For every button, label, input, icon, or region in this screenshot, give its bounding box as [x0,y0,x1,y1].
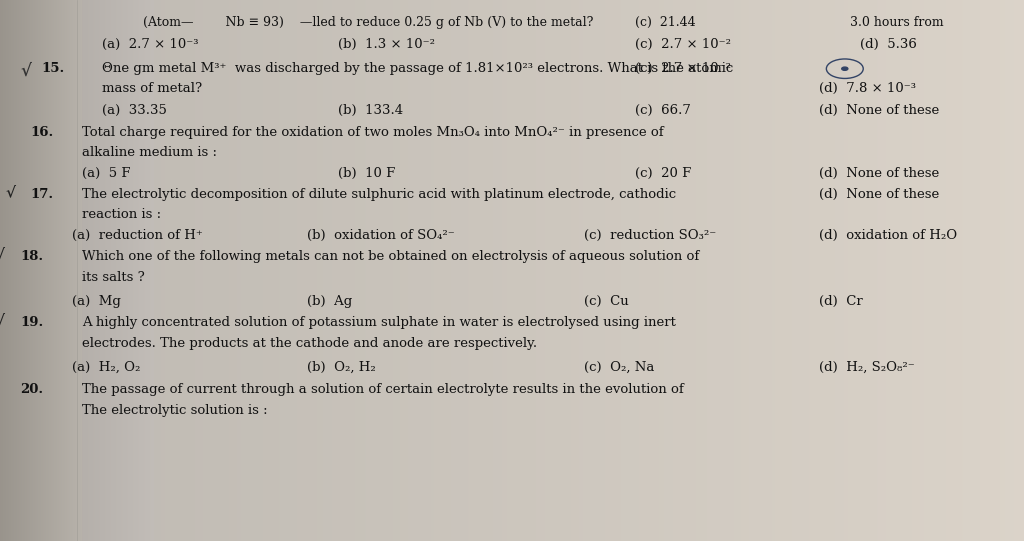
Text: The passage of current through a solution of certain electrolyte results in the : The passage of current through a solutio… [82,383,684,396]
Text: 20.: 20. [20,383,44,396]
Text: (Atom—        Nb ≡ 93)    —lled to reduce 0.25 g of Nb (V) to the metal?: (Atom— Nb ≡ 93) —lled to reduce 0.25 g o… [143,16,594,29]
Text: (c)  21.44: (c) 21.44 [635,16,695,29]
Text: √: √ [5,185,15,199]
Text: Which one of the following metals can not be obtained on electrolysis of aqueous: Which one of the following metals can no… [82,250,699,263]
Text: 19.: 19. [20,316,44,329]
Text: (c)  O₂, Na: (c) O₂, Na [584,361,654,374]
Text: (b)  Ag: (b) Ag [307,295,352,308]
Text: (a)  33.35: (a) 33.35 [102,104,167,117]
Text: (c)  20 F: (c) 20 F [635,167,691,180]
Text: A highly concentrated solution of potassium sulphate in water is electrolysed us: A highly concentrated solution of potass… [82,316,676,329]
Text: (d)  None of these: (d) None of these [819,104,939,117]
Text: (d)  oxidation of H₂O: (d) oxidation of H₂O [819,229,957,242]
Text: (b)  1.3 × 10⁻²: (b) 1.3 × 10⁻² [338,38,435,51]
Text: √: √ [0,248,5,262]
Circle shape [842,67,848,70]
Text: 15.: 15. [41,62,65,75]
Text: (a)  reduction of H⁺: (a) reduction of H⁺ [72,229,203,242]
Text: (c)  2.7 × 10⁻²: (c) 2.7 × 10⁻² [635,62,731,75]
Text: alkaline medium is :: alkaline medium is : [82,146,217,159]
Text: 18.: 18. [20,250,44,263]
Text: √: √ [20,62,32,79]
Text: (b)  oxidation of SO₄²⁻: (b) oxidation of SO₄²⁻ [307,229,455,242]
Text: 17.: 17. [31,188,54,201]
Text: its salts ?: its salts ? [82,271,144,284]
Text: (b)  O₂, H₂: (b) O₂, H₂ [307,361,376,374]
Text: (b)  133.4: (b) 133.4 [338,104,403,117]
Text: Θne gm metal M³⁺  was discharged by the passage of 1.81×10²³ electrons. What is : Θne gm metal M³⁺ was discharged by the p… [102,62,733,75]
Text: (d)  H₂, S₂O₈²⁻: (d) H₂, S₂O₈²⁻ [819,361,915,374]
Text: 3.0 hours from: 3.0 hours from [850,16,943,29]
Text: Total charge required for the oxidation of two moles Mn₃O₄ into MnO₄²⁻ in presen: Total charge required for the oxidation … [82,126,664,138]
Text: (d)  7.8 × 10⁻³: (d) 7.8 × 10⁻³ [819,82,916,95]
Text: (c)  Cu: (c) Cu [584,295,629,308]
Text: (d)  None of these: (d) None of these [819,188,939,201]
Text: (a)  Mg: (a) Mg [72,295,121,308]
Text: electrodes. The products at the cathode and anode are respectively.: electrodes. The products at the cathode … [82,337,537,350]
Text: reaction is :: reaction is : [82,208,161,221]
Text: 16.: 16. [31,126,54,138]
Text: (d)  Cr: (d) Cr [819,295,863,308]
Text: The electrolytic solution is :: The electrolytic solution is : [82,404,267,417]
Text: (c)  reduction SO₃²⁻: (c) reduction SO₃²⁻ [584,229,716,242]
Text: (c)  66.7: (c) 66.7 [635,104,691,117]
Text: The electrolytic decomposition of dilute sulphuric acid with platinum electrode,: The electrolytic decomposition of dilute… [82,188,676,201]
Text: (c)  2.7 × 10⁻²: (c) 2.7 × 10⁻² [635,38,731,51]
Text: √: √ [0,314,5,328]
Text: mass of metal?: mass of metal? [102,82,203,95]
Text: (a)  2.7 × 10⁻³: (a) 2.7 × 10⁻³ [102,38,199,51]
Text: (a)  H₂, O₂: (a) H₂, O₂ [72,361,140,374]
Text: (b)  10 F: (b) 10 F [338,167,395,180]
Text: (d)  5.36: (d) 5.36 [860,38,918,51]
Text: (a)  5 F: (a) 5 F [82,167,130,180]
Text: (d)  None of these: (d) None of these [819,167,939,180]
